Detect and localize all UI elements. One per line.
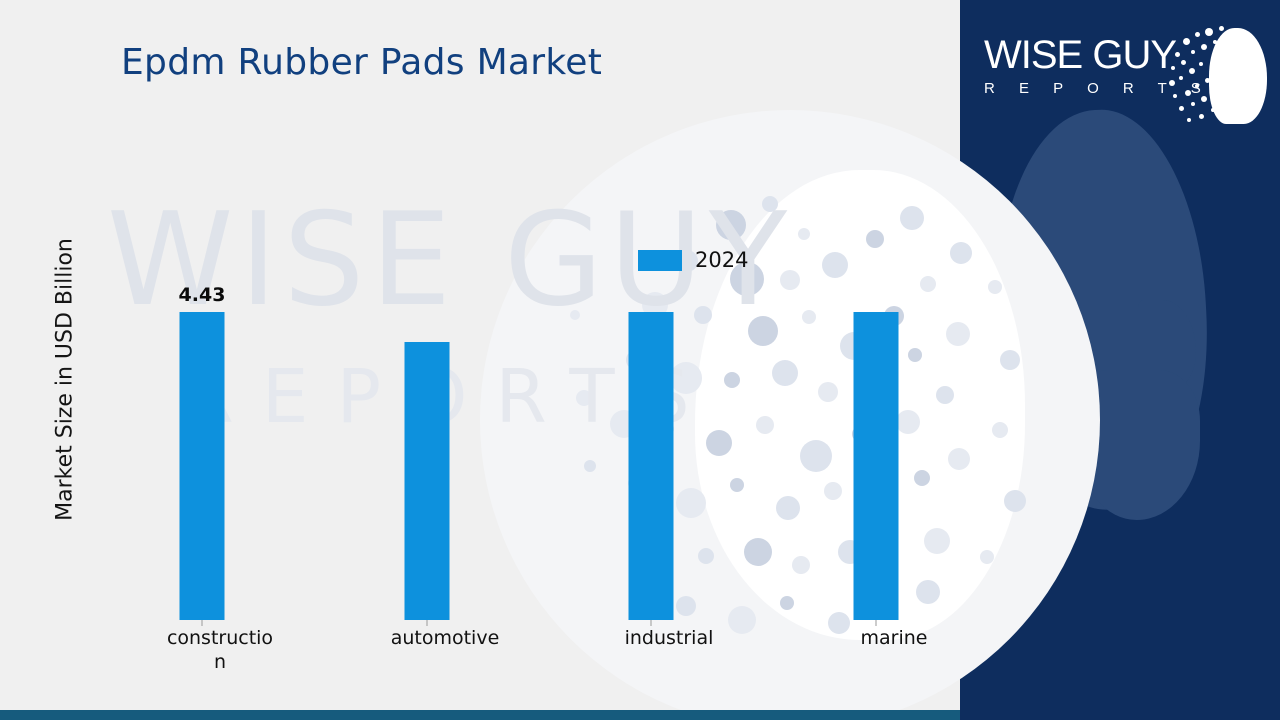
x-tick-construction [201, 620, 203, 626]
face-chin-shape [1080, 370, 1200, 520]
bar-value-construction: 4.43 [178, 284, 226, 306]
logo-subtitle: R E P O R T S [984, 80, 1211, 97]
x-label-construction: constructio n [166, 627, 274, 673]
bar-automotive[interactable] [404, 342, 450, 620]
x-tick-marine [875, 620, 877, 626]
y-axis-label: Market Size in USD Billion [52, 238, 78, 521]
bar-construction[interactable] [179, 312, 225, 620]
legend-swatch-2024 [638, 249, 682, 271]
x-tick-automotive [426, 620, 428, 626]
x-label-automotive: automotive [390, 627, 500, 649]
chart-legend: 2024 [638, 248, 748, 272]
logo-face-shape [1209, 28, 1267, 124]
bar-slot-industrial [545, 140, 757, 626]
bottom-accent-strip [0, 710, 960, 720]
logo-wordmark: WISE GUY [984, 33, 1177, 77]
bar-slot-construction: 4.43 [96, 140, 308, 626]
bar-slot-marine [770, 140, 982, 626]
logo-head-icon [1169, 26, 1267, 126]
x-label-industrial: industrial [624, 627, 714, 649]
x-tick-industrial [650, 620, 652, 626]
brand-logo: WISE GUY R E P O R T S [984, 26, 1267, 124]
bar-marine[interactable] [853, 312, 899, 620]
bar-industrial[interactable] [628, 312, 674, 620]
bottom-accent-strip-right [960, 710, 1280, 720]
x-label-marine: marine [860, 627, 928, 649]
chart-title: Epdm Rubber Pads Market [121, 42, 603, 83]
legend-label-2024: 2024 [695, 248, 749, 272]
plot-area: 4.43 [96, 140, 946, 626]
bar-slot-automotive [321, 140, 533, 626]
